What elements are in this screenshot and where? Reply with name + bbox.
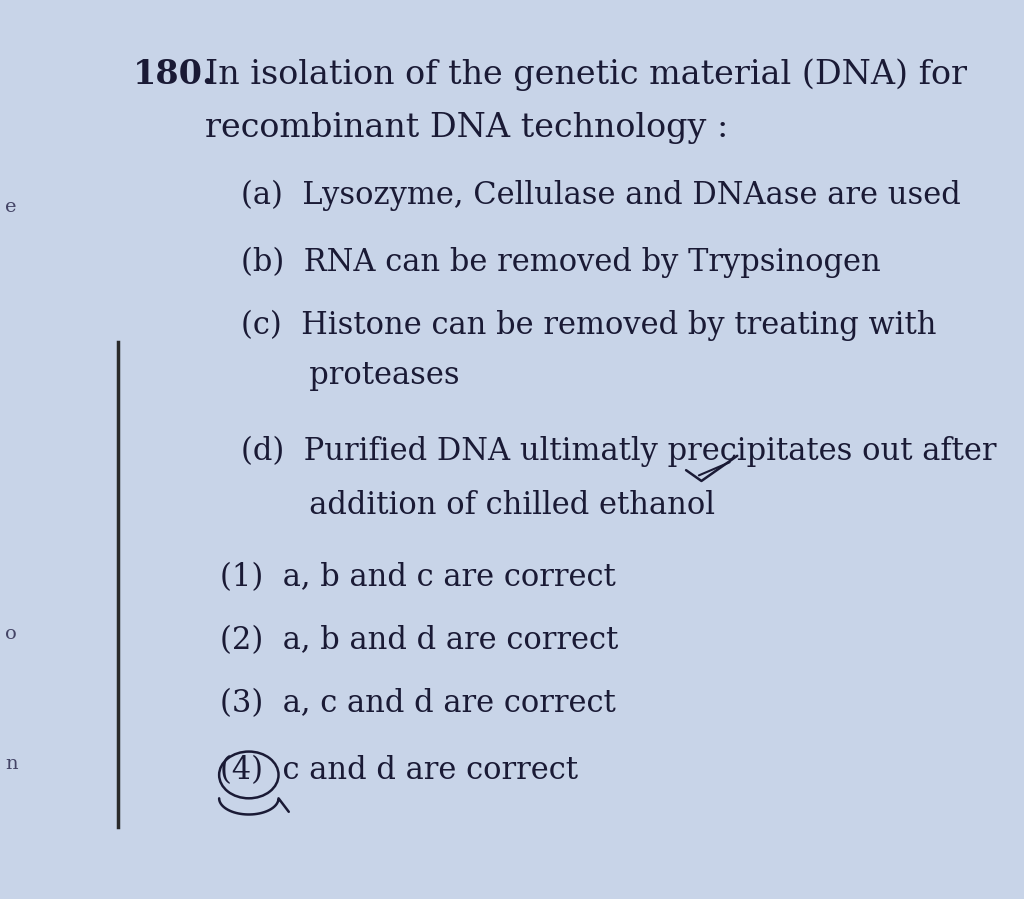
Text: (d)  Purified DNA ultimatly precipitates out after: (d) Purified DNA ultimatly precipitates … xyxy=(241,436,996,467)
Text: n: n xyxy=(5,755,17,773)
Text: In isolation of the genetic material (DNA) for: In isolation of the genetic material (DN… xyxy=(205,58,967,91)
Text: (b)  RNA can be removed by Trypsinogen: (b) RNA can be removed by Trypsinogen xyxy=(241,247,881,279)
Text: o: o xyxy=(5,625,16,643)
Text: recombinant DNA technology :: recombinant DNA technology : xyxy=(205,112,728,145)
Text: addition of chilled ethanol: addition of chilled ethanol xyxy=(241,490,715,521)
Text: (2)  a, b and d are correct: (2) a, b and d are correct xyxy=(220,625,618,655)
Text: proteases: proteases xyxy=(241,360,460,390)
Text: (1)  a, b and c are correct: (1) a, b and c are correct xyxy=(220,562,615,592)
Text: e: e xyxy=(5,198,16,216)
Text: (a)  Lysozyme, Cellulase and DNAase are used: (a) Lysozyme, Cellulase and DNAase are u… xyxy=(241,180,961,211)
Text: (3)  a, c and d are correct: (3) a, c and d are correct xyxy=(220,688,615,718)
Text: 180.: 180. xyxy=(133,58,215,92)
Text: (c)  Histone can be removed by treating with: (c) Histone can be removed by treating w… xyxy=(241,310,936,342)
Text: (4)  c and d are correct: (4) c and d are correct xyxy=(220,755,579,786)
